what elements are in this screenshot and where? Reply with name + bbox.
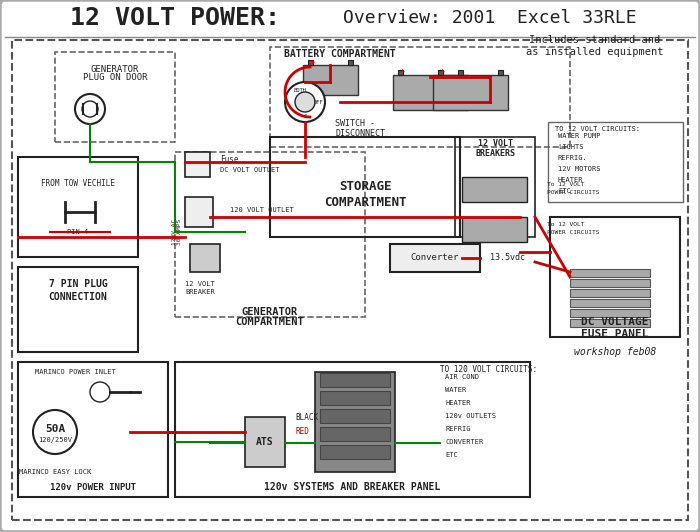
Text: CONVERTER: CONVERTER — [445, 439, 483, 445]
Bar — [433, 74, 508, 110]
Circle shape — [75, 94, 105, 124]
Bar — [390, 244, 480, 272]
Bar — [18, 157, 138, 257]
Text: 12 VOLT: 12 VOLT — [185, 281, 215, 287]
Bar — [570, 269, 650, 277]
Text: Fuse: Fuse — [220, 155, 239, 164]
Bar — [315, 372, 395, 472]
Text: WATER PUMP: WATER PUMP — [558, 133, 601, 139]
Text: REFRIG.: REFRIG. — [558, 155, 588, 161]
Text: 12V MOTORS: 12V MOTORS — [558, 166, 601, 172]
Circle shape — [285, 82, 325, 122]
Bar — [185, 197, 213, 227]
Text: 12 VOLT POWER:: 12 VOLT POWER: — [70, 6, 280, 30]
Bar — [190, 244, 220, 272]
Text: GENERATOR: GENERATOR — [91, 64, 139, 73]
Bar — [175, 152, 365, 317]
Text: BOTH: BOTH — [293, 87, 307, 93]
Text: BREAKER: BREAKER — [185, 289, 215, 295]
Text: BLACK: BLACK — [295, 412, 318, 421]
Bar — [462, 177, 527, 202]
Text: OFF: OFF — [313, 99, 323, 104]
Text: DC VOLT OUTLET: DC VOLT OUTLET — [220, 167, 279, 173]
Bar — [498, 70, 503, 74]
Bar — [320, 391, 390, 405]
Text: To 12 VOLT: To 12 VOLT — [547, 221, 584, 227]
Text: 120v SYSTEMS AND BREAKER PANEL: 120v SYSTEMS AND BREAKER PANEL — [264, 482, 440, 492]
Text: 120v OUTLETS: 120v OUTLETS — [445, 413, 496, 419]
Bar — [175, 362, 530, 497]
Text: COMPARTMENT: COMPARTMENT — [323, 195, 406, 209]
Text: MARINCO EASY LOCK: MARINCO EASY LOCK — [19, 469, 91, 475]
Text: CONNECTION: CONNECTION — [48, 292, 107, 302]
Text: 120v POWER INPUT: 120v POWER INPUT — [50, 483, 136, 492]
Bar — [185, 152, 210, 177]
Text: Includes standard and
as installed equipment: Includes standard and as installed equip… — [526, 35, 664, 56]
Text: workshop feb08: workshop feb08 — [574, 347, 656, 357]
Text: 13.5vdc: 13.5vdc — [490, 254, 525, 262]
Text: POWER CIRCUITS: POWER CIRCUITS — [547, 229, 599, 235]
Text: GENERATOR: GENERATOR — [242, 307, 298, 317]
Text: STORAGE: STORAGE — [339, 180, 391, 194]
Bar — [438, 70, 442, 74]
Text: 50A: 50A — [45, 424, 65, 434]
Text: LIGHTS: LIGHTS — [558, 144, 584, 150]
Bar — [347, 60, 353, 65]
Text: +: + — [400, 68, 405, 77]
Bar — [455, 137, 535, 237]
Bar — [570, 299, 650, 307]
Bar — [550, 217, 680, 337]
Text: 7 PIN PLUG: 7 PIN PLUG — [48, 279, 107, 289]
Bar — [55, 52, 175, 142]
Text: +: + — [440, 68, 445, 77]
Bar — [18, 362, 168, 497]
Bar — [320, 427, 390, 441]
Text: BREAKERS: BREAKERS — [475, 149, 515, 159]
Bar — [398, 70, 402, 74]
Text: RED: RED — [295, 428, 309, 436]
Text: 120 VOLT OUTLET: 120 VOLT OUTLET — [230, 207, 294, 213]
Text: AIR COND: AIR COND — [445, 374, 479, 380]
Bar — [18, 267, 138, 352]
Bar — [570, 289, 650, 297]
Text: ATS: ATS — [256, 437, 274, 447]
Text: DISCONNECT: DISCONNECT — [335, 129, 385, 138]
Bar — [320, 373, 390, 387]
Text: MARINCO POWER INLET: MARINCO POWER INLET — [34, 369, 116, 375]
Circle shape — [82, 101, 98, 117]
Text: ETC: ETC — [558, 188, 570, 194]
Text: PLUG ON DOOR: PLUG ON DOOR — [83, 72, 147, 81]
Bar — [393, 74, 468, 110]
Bar — [570, 279, 650, 287]
Text: COMPARTMENT: COMPARTMENT — [236, 317, 304, 327]
Bar — [270, 137, 460, 237]
Bar — [320, 409, 390, 423]
Text: 12 VOLT: 12 VOLT — [477, 139, 512, 148]
Text: FROM TOW VECHILE: FROM TOW VECHILE — [41, 179, 115, 188]
Bar — [320, 445, 390, 459]
Text: C: C — [303, 113, 307, 119]
Text: TO 12 VOLT CIRCUITS:: TO 12 VOLT CIRCUITS: — [555, 126, 640, 132]
Text: PIN 4: PIN 4 — [67, 229, 89, 235]
Bar — [307, 60, 312, 65]
Circle shape — [295, 92, 315, 112]
Text: POWER CIRCUITS: POWER CIRCUITS — [547, 189, 599, 195]
Text: 120V AC
30 AMPS: 120V AC 30 AMPS — [172, 219, 183, 245]
Text: Converter: Converter — [411, 254, 459, 262]
Text: BATTERY COMPARTMENT: BATTERY COMPARTMENT — [284, 49, 396, 59]
Text: HEATER: HEATER — [558, 177, 584, 183]
Bar — [458, 70, 463, 74]
Text: TO 120 VOLT CIRCUITS:: TO 120 VOLT CIRCUITS: — [440, 364, 537, 373]
Bar — [302, 65, 358, 95]
Bar — [462, 217, 527, 242]
Text: Overview: 2001  Excel 33RLE: Overview: 2001 Excel 33RLE — [343, 9, 637, 27]
Bar — [570, 319, 650, 327]
Text: DC VOLTAGE: DC VOLTAGE — [581, 317, 649, 327]
Text: WATER: WATER — [445, 387, 466, 393]
Text: +: + — [310, 58, 315, 67]
Text: SWITCH -: SWITCH - — [335, 120, 375, 129]
Circle shape — [33, 410, 77, 454]
Circle shape — [90, 382, 110, 402]
Text: FUSE PANEL: FUSE PANEL — [581, 329, 649, 339]
